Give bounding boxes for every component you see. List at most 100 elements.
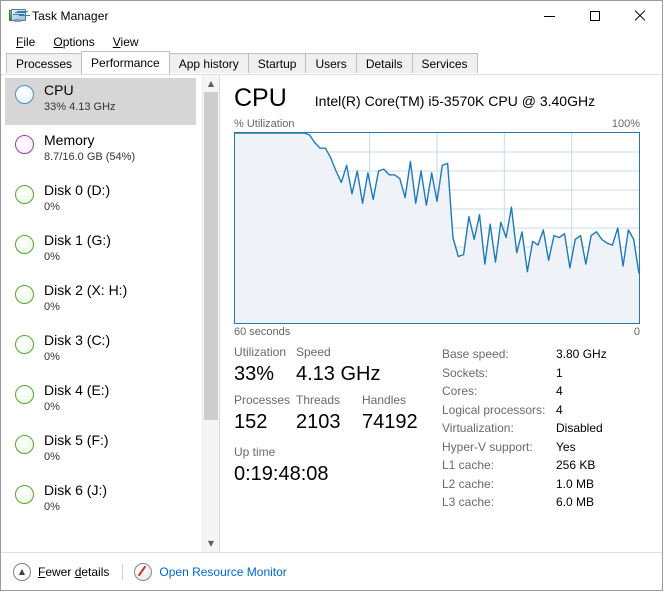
sidebar-item-sublabel: 0% xyxy=(44,501,60,513)
spec-value: 1.0 MB xyxy=(556,476,595,491)
sidebar-item-label: Disk 1 (G:) xyxy=(44,232,111,248)
spec-value: Yes xyxy=(556,439,576,454)
disk-status-icon xyxy=(15,385,34,404)
spec-key: Logical processors: xyxy=(442,402,546,417)
sidebar-item-label: CPU xyxy=(44,82,74,98)
fewer-details-label: Fewer details xyxy=(38,564,110,579)
panel-header: CPU Intel(R) Core(TM) i5-3570K CPU @ 3.4… xyxy=(234,83,640,113)
minimize-button[interactable] xyxy=(527,1,572,31)
sidebar-item-texts: Disk 0 (D:) 0% xyxy=(44,182,110,215)
spec-key: Cores: xyxy=(442,384,478,398)
stat-utilization-label: Utilization xyxy=(234,345,287,359)
spec-row: L1 cache: 256 KB xyxy=(442,456,640,475)
cpu-chart-svg xyxy=(235,133,639,323)
stats-left-column: Utilization 33% Speed 4.13 GHz Processes… xyxy=(234,344,430,512)
chevron-down-icon[interactable]: ▼ xyxy=(203,535,219,552)
spec-key: Hyper-V support: xyxy=(442,439,533,454)
spec-value: 6.0 MB xyxy=(556,495,595,509)
sidebar-item-disk-2-x-h[interactable]: Disk 2 (X: H:) 0% xyxy=(5,278,196,325)
stat-handles: Handles 74192 xyxy=(362,392,430,440)
sidebar-item-sublabel: 0% xyxy=(44,351,60,363)
tab-app-history[interactable]: App history xyxy=(168,53,249,74)
cpu-utilization-graph[interactable] xyxy=(234,132,640,324)
tab-strip: Processes Performance App history Startu… xyxy=(1,51,662,74)
close-button[interactable] xyxy=(617,1,662,31)
scrollbar-thumb[interactable] xyxy=(204,92,218,420)
stat-speed-label: Speed xyxy=(296,345,331,359)
stats-section: Utilization 33% Speed 4.13 GHz Processes… xyxy=(234,344,640,512)
sidebar-item-disk-5-f[interactable]: Disk 5 (F:) 0% xyxy=(5,428,196,475)
uptime-value: 0:19:48:08 xyxy=(234,463,329,485)
sidebar-item-memory[interactable]: Memory 8.7/16.0 GB (54%) xyxy=(5,128,196,175)
sidebar-item-label: Disk 2 (X: H:) xyxy=(44,282,128,298)
sidebar-item-texts: Disk 4 (E:) 0% xyxy=(44,382,109,415)
spec-value: 4 xyxy=(556,384,563,398)
scrollbar-track[interactable] xyxy=(203,92,219,535)
spec-value: Disabled xyxy=(556,421,603,435)
sidebar-item-cpu[interactable]: CPU 33% 4.13 GHz xyxy=(5,78,196,125)
spec-row: Logical processors: 4 xyxy=(442,401,640,420)
stat-processes-label: Processes xyxy=(234,393,291,407)
graph-top-axis: % Utilization 100% xyxy=(234,118,640,130)
sidebar-item-disk-1-g[interactable]: Disk 1 (G:) 0% xyxy=(5,228,196,275)
sidebar-item-sublabel: 0% xyxy=(44,251,60,263)
tab-users[interactable]: Users xyxy=(305,53,357,74)
stat-handles-label: Handles xyxy=(362,393,407,407)
spec-row: Virtualization: Disabled xyxy=(442,419,640,438)
spec-key: L1 cache: xyxy=(442,458,495,472)
sidebar-item-sublabel: 8.7/16.0 GB (54%) xyxy=(44,151,136,163)
sidebar-list: CPU 33% 4.13 GHz Memory 8.7/16.0 GB (54%) Di… xyxy=(1,75,202,552)
sidebar-item-disk-4-e[interactable]: Disk 4 (E:) 0% xyxy=(5,378,196,425)
stat-threads-label: Threads xyxy=(296,393,341,407)
spec-value: 3.80 GHz xyxy=(556,347,607,361)
y-axis-max: 100% xyxy=(611,118,640,130)
menu-item-options[interactable]: Options xyxy=(53,35,95,49)
sidebar-item-label: Disk 6 (J:) xyxy=(44,482,107,498)
cpu-status-icon xyxy=(15,85,34,104)
sidebar-item-label: Disk 4 (E:) xyxy=(44,382,110,398)
disk-status-icon xyxy=(15,235,34,254)
sidebar-item-disk-0-d[interactable]: Disk 0 (D:) 0% xyxy=(5,178,196,225)
spec-value: 1 xyxy=(556,365,563,380)
open-resource-monitor-link[interactable]: Open Resource Monitor xyxy=(134,562,287,581)
open-resource-monitor-label: Open Resource Monitor xyxy=(159,564,287,579)
tab-performance[interactable]: Performance xyxy=(81,51,170,74)
sidebar-item-disk-3-c[interactable]: Disk 3 (C:) 0% xyxy=(5,328,196,375)
menu-item-view[interactable]: View xyxy=(112,35,139,49)
close-icon xyxy=(634,10,646,22)
resource-monitor-icon xyxy=(134,562,153,581)
page-title: CPU xyxy=(234,84,287,112)
spec-key: Sockets: xyxy=(442,365,489,380)
spec-value: 256 KB xyxy=(556,458,596,472)
menu-item-file[interactable]: File xyxy=(16,35,36,49)
stat-utilization-value: 33% xyxy=(234,363,275,385)
sidebar-item-texts: Memory 8.7/16.0 GB (54%) xyxy=(44,132,135,165)
sidebar-item-label: Disk 0 (D:) xyxy=(44,182,111,198)
maximize-button[interactable] xyxy=(572,1,617,31)
chevron-up-icon[interactable]: ▲ xyxy=(203,75,219,92)
sidebar-item-sublabel: 0% xyxy=(44,201,60,213)
sidebar-item-sublabel: 0% xyxy=(44,451,60,463)
fewer-details-button[interactable]: ▲ Fewer details xyxy=(13,562,110,581)
title-bar: Task Manager xyxy=(1,1,662,31)
sidebar-item-disk-6-j[interactable]: Disk 6 (J:) 0% xyxy=(5,478,196,525)
disk-status-icon xyxy=(15,335,34,354)
disk-status-icon xyxy=(15,485,34,504)
tab-services[interactable]: Services xyxy=(411,53,478,74)
sidebar-item-sublabel: 0% xyxy=(44,301,60,313)
tab-processes[interactable]: Processes xyxy=(6,53,83,74)
spec-key: Virtualization: xyxy=(442,421,514,435)
sidebar-item-texts: Disk 6 (J:) 0% xyxy=(44,482,107,515)
tab-details[interactable]: Details xyxy=(355,53,413,74)
tab-startup[interactable]: Startup xyxy=(247,53,307,74)
disk-status-icon xyxy=(15,435,34,454)
graph-bottom-axis: 60 seconds 0 xyxy=(234,326,640,338)
memory-status-icon xyxy=(15,135,34,154)
sidebar-item-sublabel: 0% xyxy=(44,401,60,413)
chevron-up-circle-icon: ▲ xyxy=(13,562,31,581)
window-title: Task Manager xyxy=(32,9,109,23)
spec-row: L2 cache: 1.0 MB xyxy=(442,475,640,494)
sidebar-scrollbar[interactable]: ▲ ▼ xyxy=(202,75,219,552)
sidebar-item-texts: CPU 33% 4.13 GHz xyxy=(44,82,116,115)
spec-key: L2 cache: xyxy=(442,476,495,491)
